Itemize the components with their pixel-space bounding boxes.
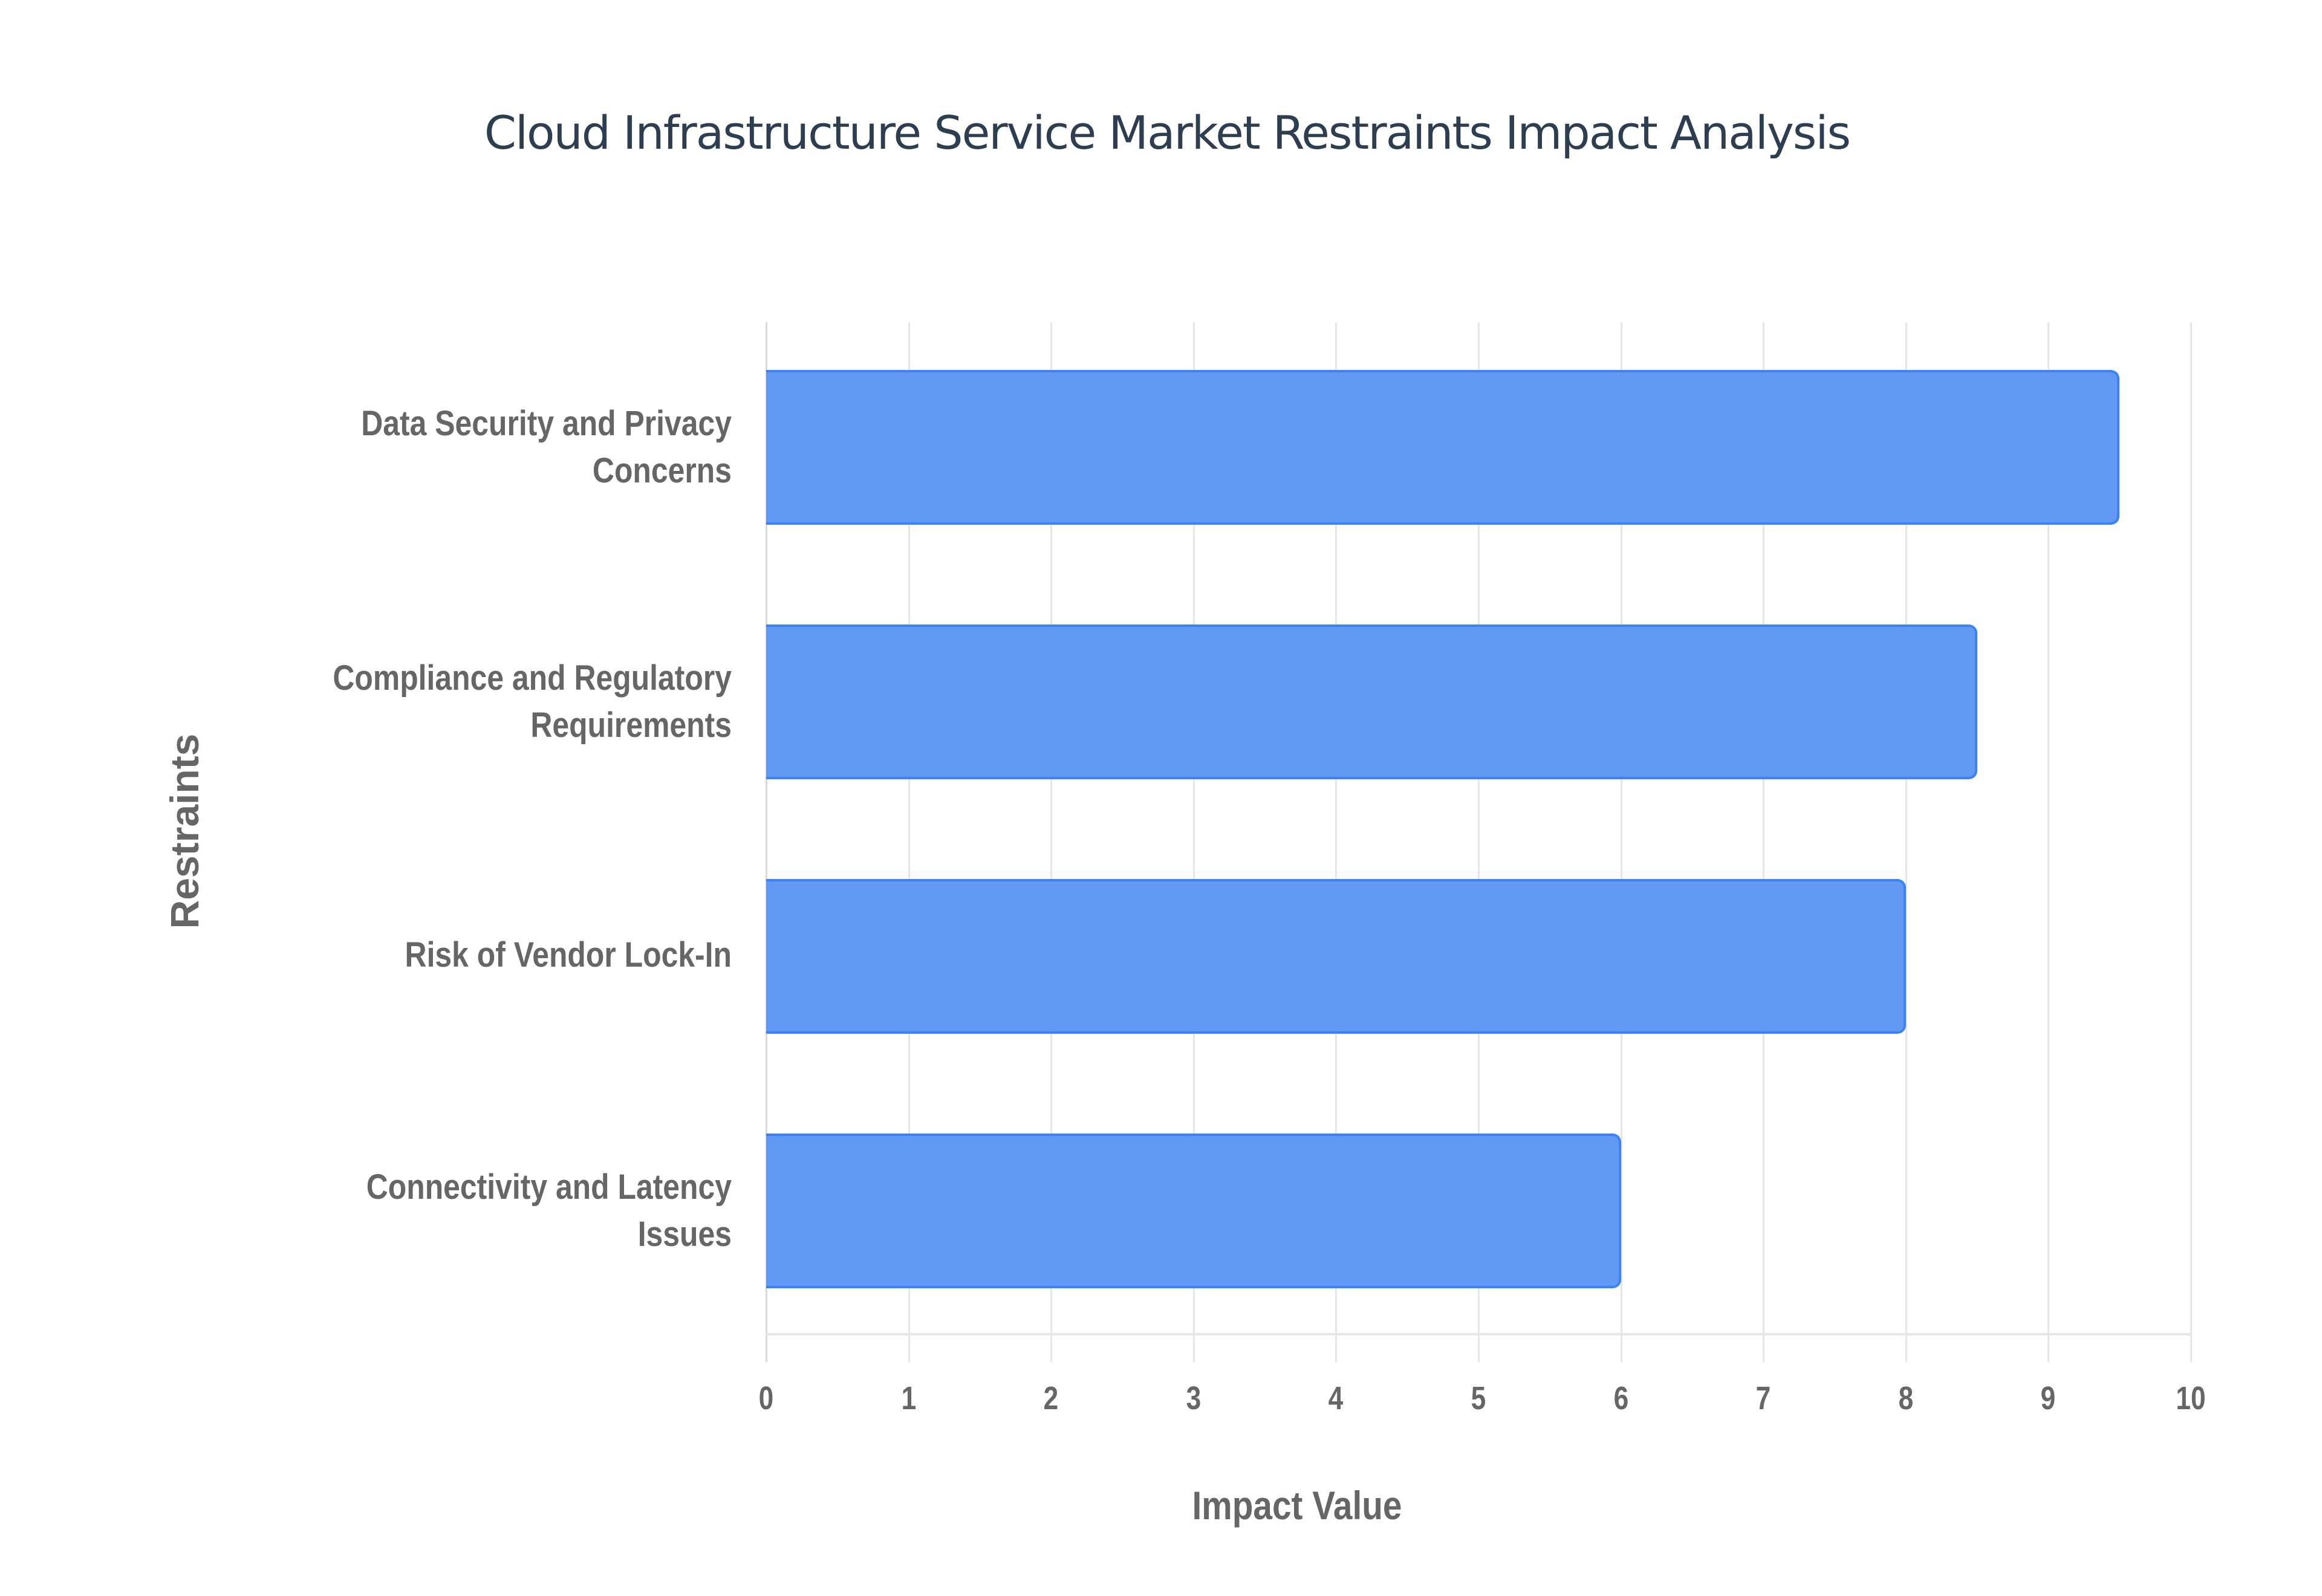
x-tick-6: 6 <box>1613 1380 1628 1416</box>
category-label-line: Compliance and Regulatory <box>333 658 732 698</box>
category-label-line: Data Security and Privacy <box>361 404 732 443</box>
category-label-line: Concerns <box>592 451 732 490</box>
bar-vendor-lock-in[interactable] <box>766 879 1906 1034</box>
x-axis-line <box>766 1333 2192 1335</box>
gridline-8 <box>1905 322 1907 1362</box>
chart-title: Cloud Infrastructure Service Market Rest… <box>484 106 1851 160</box>
x-tick-9: 9 <box>2041 1380 2056 1416</box>
category-label-line: Connectivity and Latency <box>366 1167 732 1207</box>
category-label-compliance: Compliance and Regulatory Requirements <box>212 655 732 749</box>
gridline-4 <box>1335 322 1338 1362</box>
bar-data-security[interactable] <box>766 370 2120 525</box>
x-axis-title: Impact Value <box>1192 1483 1402 1528</box>
category-label-connectivity: Connectivity and Latency Issues <box>212 1164 732 1258</box>
y-axis-title: Restraints <box>162 733 207 929</box>
bar-compliance[interactable] <box>766 624 1977 779</box>
x-tick-2: 2 <box>1043 1380 1059 1416</box>
x-tick-5: 5 <box>1471 1380 1486 1416</box>
x-tick-4: 4 <box>1328 1380 1344 1416</box>
x-tick-0: 0 <box>758 1380 774 1416</box>
gridline-6 <box>1620 322 1622 1362</box>
category-label-vendor-lock-in: Risk of Vendor Lock-In <box>212 932 732 979</box>
gridline-5 <box>1478 322 1480 1362</box>
x-tick-10: 10 <box>2176 1380 2206 1416</box>
x-tick-8: 8 <box>1898 1380 1914 1416</box>
x-tick-7: 7 <box>1755 1380 1771 1416</box>
category-label-line: Risk of Vendor Lock-In <box>405 935 732 975</box>
category-label-data-security: Data Security and Privacy Concerns <box>212 400 732 495</box>
category-label-line: Requirements <box>530 706 732 745</box>
gridline-1 <box>908 322 910 1362</box>
plot-area <box>766 322 2192 1362</box>
gridline-3 <box>1192 322 1195 1362</box>
gridline-10 <box>2190 322 2192 1362</box>
x-tick-3: 3 <box>1186 1380 1202 1416</box>
gridline-0 <box>766 322 767 1362</box>
x-tick-1: 1 <box>901 1380 916 1416</box>
gridline-2 <box>1050 322 1053 1362</box>
category-label-line: Issues <box>637 1215 732 1254</box>
gridline-9 <box>2047 322 2050 1362</box>
gridline-7 <box>1763 322 1765 1362</box>
bar-connectivity[interactable] <box>766 1134 1621 1288</box>
